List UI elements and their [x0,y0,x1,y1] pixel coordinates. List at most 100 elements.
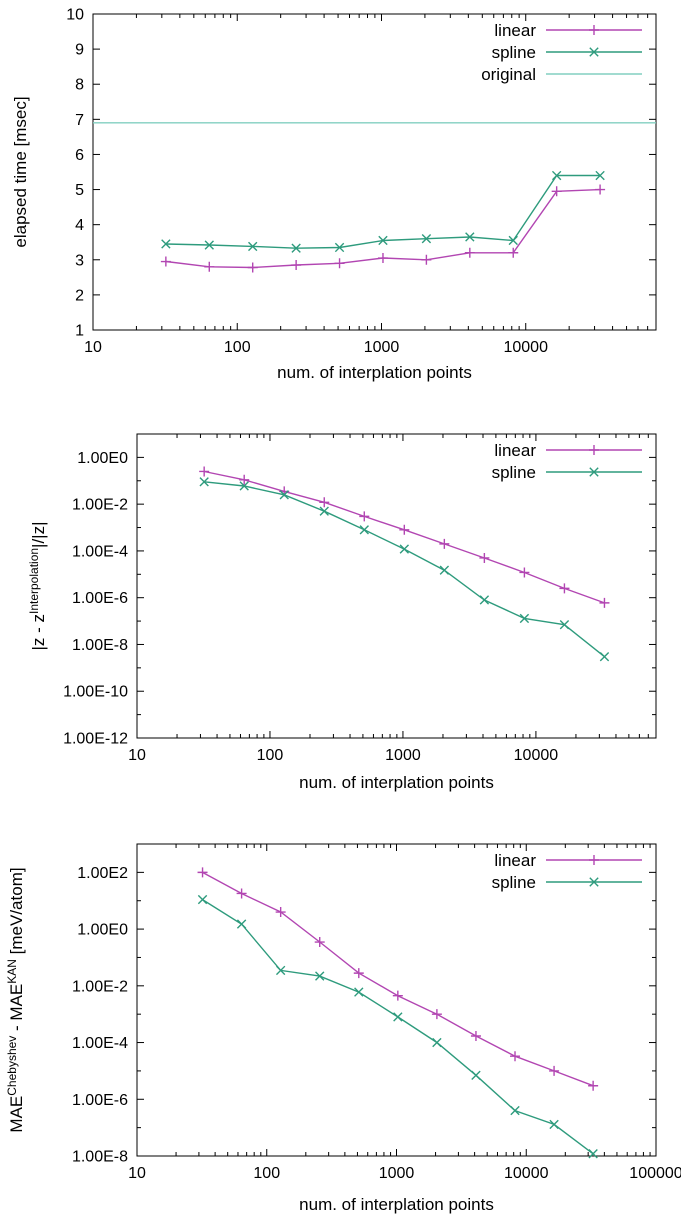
legend-marker-spline [589,47,599,57]
series-marker-spline [421,234,432,244]
x-tick-label: 10 [128,747,146,764]
x-tick-label: 10 [84,339,102,356]
x-tick-label: 1000 [385,747,421,764]
series-marker-linear [199,466,210,477]
series-marker-linear [549,1065,560,1076]
series-marker-linear [508,247,519,258]
series-marker-linear [359,511,370,522]
y-tick-label: 6 [75,147,84,164]
y-tick-label: 1.00E2 [77,865,128,882]
series-marker-spline [551,170,562,181]
series-marker-linear [431,1009,442,1020]
series-marker-linear [275,907,286,918]
series-marker-spline [508,235,518,246]
series-line-linear [204,470,605,604]
series-marker-spline [197,894,208,905]
y-tick-label: 1.00E0 [77,922,128,939]
y-axis-label: |z - zInterpolation|/|z| [27,521,48,650]
legend-label-linear: linear [494,441,536,460]
series-marker-linear [319,497,330,508]
series-marker-spline [432,1037,442,1048]
series-marker-linear [464,247,475,258]
plot-border [136,433,657,739]
y-axis-label: MAEChebyshev - MAEKAN [meV/atom] [5,867,26,1132]
y-tick-label: 1.00E-8 [72,637,128,654]
series-marker-linear [247,262,258,273]
series-marker-linear [470,1031,481,1042]
x-tick-label: 100000 [629,1165,681,1182]
legend-marker-spline [589,467,599,477]
series-marker-spline [588,1149,598,1159]
series-marker-linear [519,567,530,578]
legend-label-linear: linear [494,21,536,40]
legend-label-original: original [481,65,536,84]
series-marker-linear [160,256,171,267]
series-marker-linear [439,538,450,549]
chart-mae-difference: 10 100 1000 10000 100000 1.00E2 1.00E0 1.00E-2 1… [0,816,681,1226]
chart-elapsed-time-canvas: 10 100 1000 10000 1 2 3 4 5 6 7 8 9 10 num. of interpl… [11,7,657,382]
series-marker-spline [399,544,410,554]
chart-mae-difference-canvas: 10 100 1000 10000 100000 1.00E2 1.00E0 1.00E-2 1… [5,843,681,1214]
y-tick-label: 1.00E-6 [72,1092,128,1109]
legend-label-spline: spline [492,43,536,62]
series-marker-linear [479,552,490,563]
series-marker-spline [359,525,369,535]
series-marker-linear [595,184,606,195]
x-axis-label: num. of interplation points [277,363,472,382]
x-tick-label: 1000 [364,339,400,356]
x-axis-label: num. of interplation points [299,773,494,792]
series-marker-spline [161,239,171,249]
series-marker-spline [334,242,345,253]
series-marker-linear [377,253,388,264]
series-marker-linear [353,968,364,979]
x-tick-label: 10000 [503,339,548,356]
x-tick-label: 10000 [504,1165,549,1182]
y-tick-label: 1.00E0 [77,450,128,467]
series-marker-spline [204,240,214,250]
legend-marker-linear [589,25,599,35]
x-tick-label: 1000 [379,1165,415,1182]
series-marker-linear [197,867,208,878]
legend-marker-linear [589,445,599,455]
series-marker-spline [439,565,450,575]
series-marker-spline [595,170,605,181]
legend-marker-spline [589,877,599,887]
legend-label-linear: linear [494,851,536,870]
y-tick-label: 10 [66,7,84,24]
series-line-spline [204,481,605,658]
series-marker-spline [315,971,325,981]
series-marker-spline [275,965,286,976]
series-line-linear [202,871,594,1087]
series-line-spline [165,174,601,249]
series-marker-spline [465,232,475,242]
y-tick-label: 1.00E-8 [72,1149,128,1166]
y-tick-label: 1.00E-2 [72,497,128,514]
x-tick-label: 10 [128,1165,146,1182]
y-tick-label: 1.00E-10 [63,684,128,701]
y-tick-label: 1.00E-4 [72,543,128,560]
y-tick-label: 8 [75,77,84,94]
series-marker-linear [314,937,325,948]
series-marker-linear [236,888,247,899]
series-marker-linear [559,583,570,594]
series-marker-spline [393,1012,403,1022]
series-marker-spline [559,620,570,630]
y-tick-label: 7 [75,112,84,129]
y-tick-label: 1.00E-12 [63,731,128,748]
y-tick-label: 1 [75,323,84,340]
series-marker-linear [421,254,432,265]
series-line-spline [202,899,594,1155]
x-tick-label: 100 [253,1165,280,1182]
x-tick-label: 10000 [514,747,559,764]
legend-label-spline: spline [492,463,536,482]
series-marker-linear [551,186,562,197]
series-marker-linear [399,524,410,535]
series-marker-linear [588,1080,599,1091]
series-marker-linear [291,260,302,271]
y-tick-label: 9 [75,42,84,59]
series-marker-linear [239,474,250,485]
legend-marker-linear [589,855,599,865]
chart-relative-error-canvas: 10 100 1000 10000 1.00E0 1.00E-2 1.00E-4 1.00E-… [27,433,657,792]
series-marker-linear [392,990,403,1001]
